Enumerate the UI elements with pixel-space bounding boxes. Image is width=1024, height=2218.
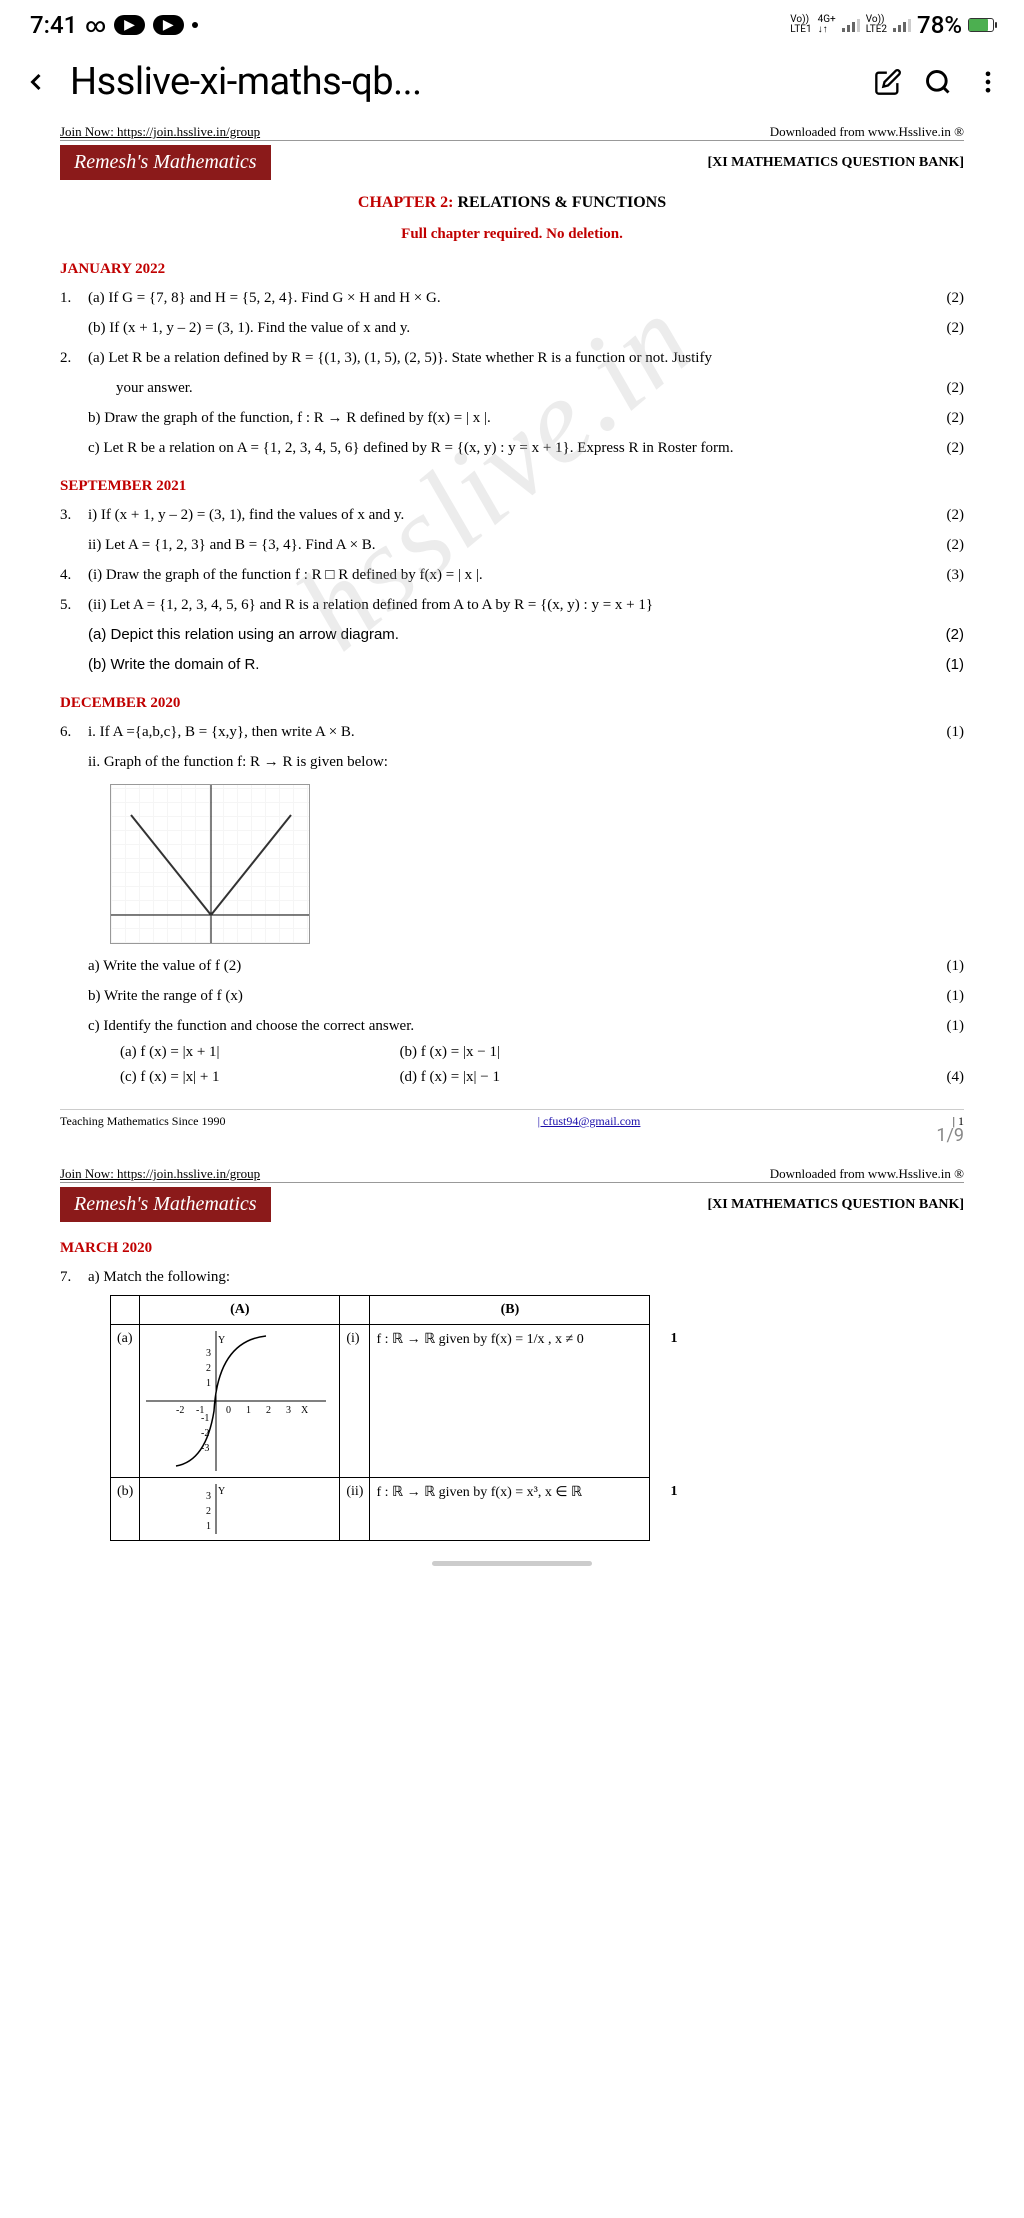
document-page-1: hsslive.in Join Now: https://join.hssliv… bbox=[0, 124, 1024, 1129]
back-button[interactable] bbox=[20, 66, 52, 98]
dot-icon bbox=[192, 22, 198, 28]
svg-text:-2: -2 bbox=[201, 1428, 209, 1439]
svg-text:Y: Y bbox=[218, 1486, 225, 1497]
svg-text:2: 2 bbox=[266, 1405, 271, 1416]
option-row: (a) f (x) = |x + 1|(b) f (x) = |x − 1| bbox=[120, 1044, 964, 1061]
edit-button[interactable] bbox=[872, 66, 904, 98]
question-row: (b) If (x + 1, y – 2) = (3, 1). Find the… bbox=[60, 316, 964, 340]
signal-icon-1 bbox=[842, 19, 860, 32]
question-row: ii) Let A = {1, 2, 3} and B = {3, 4}. Fi… bbox=[60, 533, 964, 557]
match-table: (A)(B) (a) -2-10123X123Y-1-2-3 (i) f : ℝ… bbox=[110, 1295, 684, 1541]
email-link: | cfust94@gmail.com bbox=[538, 1114, 641, 1129]
more-button[interactable] bbox=[972, 66, 1004, 98]
infinity-icon: ∞ bbox=[85, 13, 106, 37]
svg-text:2: 2 bbox=[206, 1506, 211, 1517]
battery-percent: 78% bbox=[917, 11, 962, 39]
mini-graph-b: 3 2 1 Y bbox=[146, 1484, 326, 1534]
graph-figure bbox=[110, 784, 310, 944]
option-row: (c) f (x) = |x| + 1(d) f (x) = |x| − 1(4… bbox=[60, 1065, 964, 1089]
pill-icon-2: ▶ bbox=[153, 15, 184, 35]
remesh-banner: Remesh's Mathematics bbox=[60, 145, 271, 180]
mini-graph-a: -2-10123X123Y-1-2-3 bbox=[146, 1331, 326, 1471]
question-row: (a) Depict this relation using an arrow … bbox=[60, 623, 964, 647]
svg-text:X: X bbox=[301, 1405, 309, 1416]
teach-label: Teaching Mathematics Since 1990 bbox=[60, 1114, 225, 1129]
svg-text:3: 3 bbox=[206, 1491, 211, 1502]
question-row: c) Let R be a relation on A = {1, 2, 3, … bbox=[60, 436, 964, 460]
doc-footer: Teaching Mathematics Since 1990 | cfust9… bbox=[60, 1109, 964, 1129]
question-row: 6.i. If A ={a,b,c}, B = {x,y}, then writ… bbox=[60, 720, 964, 744]
network-label: 4G+↓↑ bbox=[818, 15, 836, 35]
status-bar: 7:41 ∞ ▶ ▶ Vo))LTE1 4G+↓↑ Vo))LTE2 78% bbox=[0, 0, 1024, 50]
status-right: Vo))LTE1 4G+↓↑ Vo))LTE2 78% bbox=[790, 11, 994, 39]
question-row: a) Write the value of f (2)(1) bbox=[60, 954, 964, 978]
question-row: (b) Write the domain of R.(1) bbox=[60, 653, 964, 677]
full-chapter-note: Full chapter required. No deletion. bbox=[60, 226, 964, 243]
question-row: 2.(a) Let R be a relation defined by R =… bbox=[60, 346, 964, 370]
lte1-label: Vo))LTE1 bbox=[790, 15, 811, 35]
join-link: Join Now: https://join.hsslive.in/group bbox=[60, 124, 260, 140]
doc-header: Join Now: https://join.hsslive.in/group … bbox=[60, 1166, 964, 1183]
signal-icon-2 bbox=[893, 19, 911, 32]
svg-text:Y: Y bbox=[218, 1335, 225, 1346]
home-indicator[interactable] bbox=[432, 1561, 592, 1566]
page-num: | 1 bbox=[953, 1114, 964, 1129]
pill-icon-1: ▶ bbox=[114, 15, 145, 35]
bank-label: [XI MATHEMATICS QUESTION BANK] bbox=[707, 155, 964, 171]
doc-header: Join Now: https://join.hsslive.in/group … bbox=[60, 124, 964, 141]
section-sep: SEPTEMBER 2021 bbox=[60, 478, 964, 495]
remesh-banner: Remesh's Mathematics bbox=[60, 1187, 271, 1222]
chapter-title: CHAPTER 2: RELATIONS & FUNCTIONS bbox=[60, 194, 964, 212]
svg-text:-1: -1 bbox=[201, 1413, 209, 1424]
svg-text:1: 1 bbox=[206, 1378, 211, 1389]
join-link: Join Now: https://join.hsslive.in/group bbox=[60, 1166, 260, 1182]
section-jan: JANUARY 2022 bbox=[60, 261, 964, 278]
clock: 7:41 bbox=[30, 11, 77, 39]
svg-text:2: 2 bbox=[206, 1363, 211, 1374]
question-row: your answer.(2) bbox=[60, 376, 964, 400]
bank-label: [XI MATHEMATICS QUESTION BANK] bbox=[707, 1197, 964, 1213]
status-left: 7:41 ∞ ▶ ▶ bbox=[30, 11, 198, 39]
svg-text:-2: -2 bbox=[176, 1405, 184, 1416]
svg-text:1: 1 bbox=[246, 1405, 251, 1416]
battery-icon bbox=[968, 18, 994, 32]
question-row: 5.(ii) Let A = {1, 2, 3, 4, 5, 6} and R … bbox=[60, 593, 964, 617]
svg-text:1: 1 bbox=[206, 1521, 211, 1532]
svg-text:3: 3 bbox=[286, 1405, 291, 1416]
document-title: Hsslive-xi-maths-qb... bbox=[70, 60, 854, 104]
question-row: 7.a) Match the following: bbox=[60, 1265, 964, 1289]
lte2-label: Vo))LTE2 bbox=[866, 15, 887, 35]
question-row: c) Identify the function and choose the … bbox=[60, 1014, 964, 1038]
document-page-2: Join Now: https://join.hsslive.in/group … bbox=[0, 1166, 1024, 1541]
section-mar: MARCH 2020 bbox=[60, 1240, 964, 1257]
question-row: 4.(i) Draw the graph of the function f :… bbox=[60, 563, 964, 587]
downloaded-label: Downloaded from www.Hsslive.in ® bbox=[770, 1166, 964, 1182]
question-row: b) Write the range of f (x)(1) bbox=[60, 984, 964, 1008]
question-row: b) Draw the graph of the function, f : R… bbox=[60, 406, 964, 430]
svg-text:0: 0 bbox=[226, 1405, 231, 1416]
app-toolbar: Hsslive-xi-maths-qb... bbox=[0, 50, 1024, 124]
svg-text:3: 3 bbox=[206, 1348, 211, 1359]
question-row: 3.i) If (x + 1, y – 2) = (3, 1), find th… bbox=[60, 503, 964, 527]
downloaded-label: Downloaded from www.Hsslive.in ® bbox=[770, 124, 964, 140]
svg-text:-3: -3 bbox=[201, 1443, 209, 1454]
search-button[interactable] bbox=[922, 66, 954, 98]
section-dec: DECEMBER 2020 bbox=[60, 695, 964, 712]
question-row: 1.(a) If G = {7, 8} and H = {5, 2, 4}. F… bbox=[60, 286, 964, 310]
question-row: ii. Graph of the function f: R → R is gi… bbox=[60, 750, 964, 774]
